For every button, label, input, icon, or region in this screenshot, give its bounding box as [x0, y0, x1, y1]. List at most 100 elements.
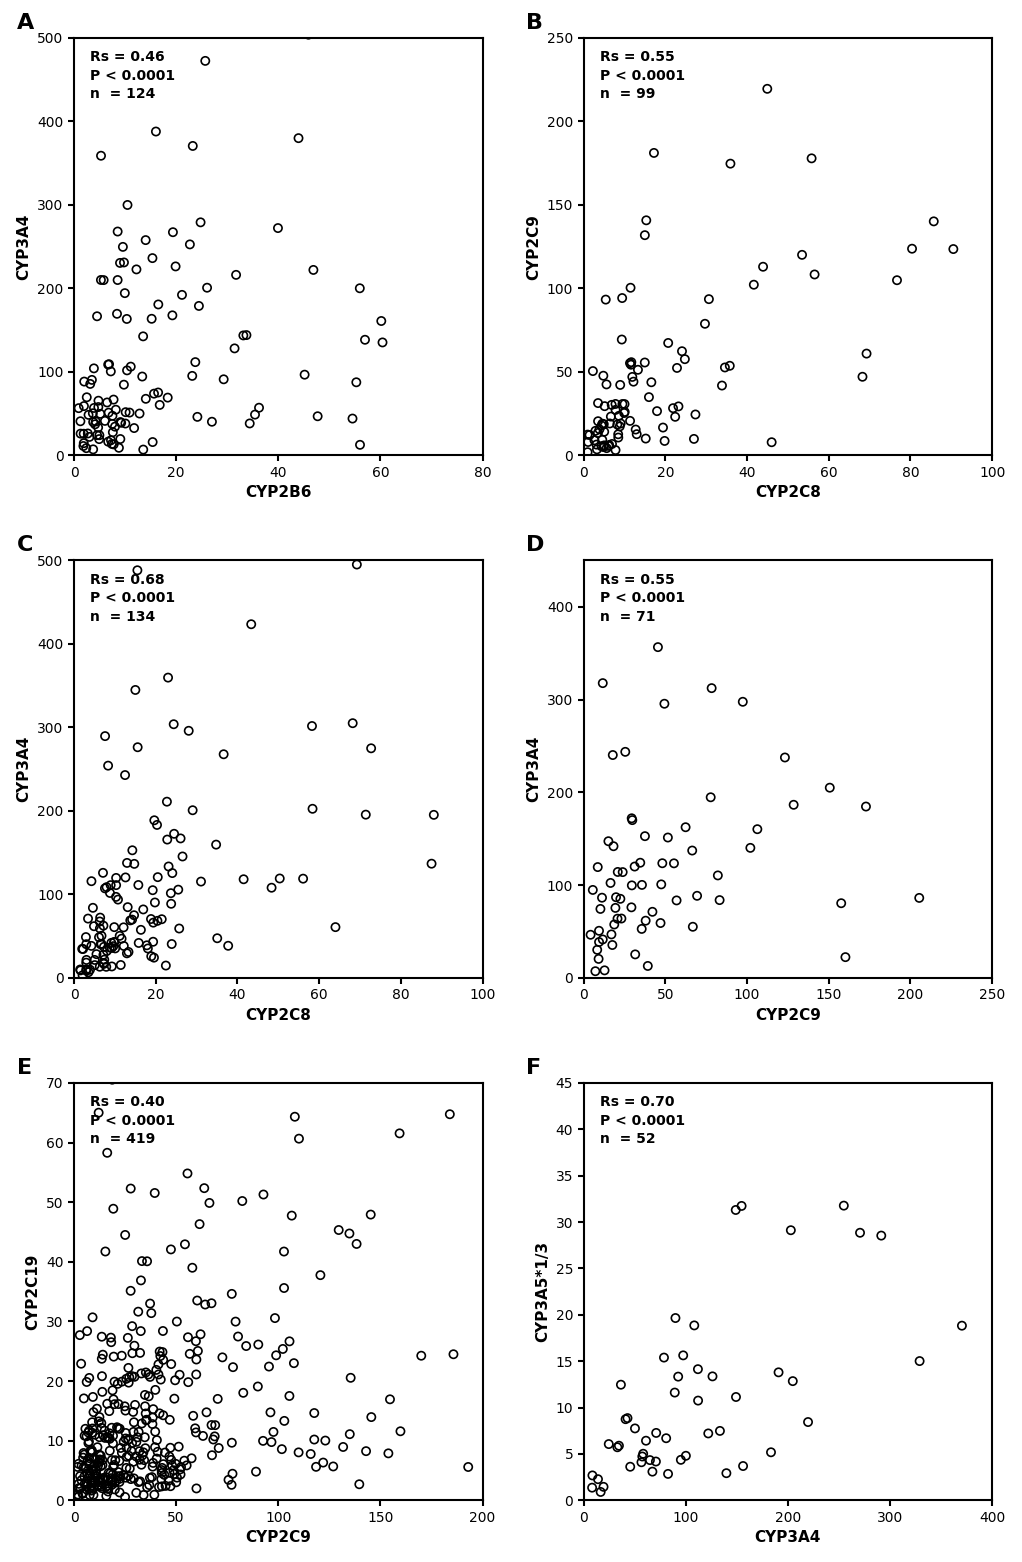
Point	[79, 1318, 95, 1343]
Point	[413, 1343, 429, 1368]
Point	[281, 1329, 297, 1354]
Point	[150, 1351, 167, 1376]
Point	[88, 942, 104, 967]
Point	[105, 1345, 122, 1370]
Point	[704, 1364, 721, 1389]
Point	[622, 408, 639, 433]
Point	[141, 1384, 157, 1409]
Point	[71, 1484, 87, 1509]
Point	[82, 372, 98, 397]
Point	[101, 1439, 118, 1464]
Point	[119, 306, 135, 331]
Point	[71, 395, 87, 420]
Point	[119, 850, 135, 875]
Point	[138, 1401, 154, 1426]
Point	[106, 1453, 123, 1478]
Y-axis label: CYP3A5*1/3: CYP3A5*1/3	[536, 1242, 550, 1342]
Point	[93, 267, 109, 292]
Point	[102, 359, 119, 384]
Point	[121, 1443, 137, 1468]
Point	[352, 1471, 368, 1496]
Point	[90, 1475, 106, 1500]
Point	[91, 423, 107, 448]
Point	[600, 433, 616, 458]
Point	[92, 1467, 108, 1492]
Point	[342, 1365, 359, 1390]
Point	[128, 1481, 144, 1506]
Point	[104, 1467, 121, 1492]
Point	[105, 934, 122, 959]
Point	[621, 350, 638, 375]
Point	[126, 851, 142, 876]
Point	[99, 1476, 115, 1501]
Text: E: E	[16, 1057, 32, 1078]
Point	[147, 1420, 164, 1445]
Point	[88, 1464, 104, 1489]
Text: Rs = 0.55
P < 0.0001
n  = 71: Rs = 0.55 P < 0.0001 n = 71	[600, 573, 685, 623]
Point	[140, 936, 156, 961]
Point	[120, 895, 136, 920]
Point	[167, 1385, 183, 1410]
Point	[75, 962, 91, 987]
Point	[735, 689, 751, 714]
Point	[102, 881, 119, 906]
Point	[673, 339, 690, 364]
Point	[88, 409, 104, 434]
Point	[118, 1025, 134, 1050]
Point	[148, 1446, 165, 1471]
Point	[616, 400, 633, 425]
Text: Rs = 0.40
P < 0.0001
n  = 419: Rs = 0.40 P < 0.0001 n = 419	[90, 1095, 176, 1147]
Point	[220, 933, 236, 958]
Point	[180, 1370, 196, 1395]
Point	[95, 951, 111, 976]
Point	[131, 1470, 147, 1495]
Point	[85, 401, 101, 426]
Point	[127, 1364, 143, 1389]
Point	[610, 422, 626, 447]
Point	[689, 884, 705, 909]
X-axis label: CYP2C9: CYP2C9	[245, 1531, 312, 1545]
Point	[357, 328, 373, 353]
Point	[105, 433, 122, 458]
Point	[81, 1429, 97, 1454]
Point	[92, 401, 108, 426]
Point	[624, 364, 641, 389]
Text: F: F	[526, 1057, 542, 1078]
Point	[168, 1451, 184, 1476]
Point	[89, 303, 105, 328]
Point	[162, 892, 179, 917]
Point	[590, 409, 606, 434]
Point	[122, 400, 138, 425]
Point	[374, 330, 390, 355]
Text: D: D	[526, 536, 545, 556]
Point	[135, 1440, 151, 1465]
Point	[300, 22, 317, 47]
Point	[344, 406, 361, 431]
Point	[112, 1435, 129, 1460]
Point	[152, 1343, 169, 1368]
Point	[228, 1309, 244, 1334]
Point	[144, 1465, 160, 1490]
Y-axis label: CYP3A4: CYP3A4	[16, 736, 32, 803]
Point	[637, 223, 653, 248]
Point	[115, 934, 132, 959]
Point	[822, 775, 838, 800]
Point	[203, 409, 220, 434]
Point	[125, 1400, 141, 1425]
Point	[85, 1476, 101, 1501]
Point	[137, 1382, 153, 1407]
Point	[224, 1431, 240, 1456]
Point	[124, 1314, 140, 1339]
Y-axis label: CYP2C19: CYP2C19	[26, 1253, 41, 1329]
Point	[594, 412, 610, 437]
Point	[295, 867, 312, 892]
Point	[90, 389, 106, 414]
Point	[858, 341, 875, 366]
Point	[612, 372, 629, 397]
Point	[595, 670, 611, 695]
Point	[700, 1421, 716, 1446]
Point	[111, 1479, 128, 1504]
Point	[203, 1290, 220, 1315]
Point	[625, 369, 642, 394]
Point	[806, 262, 823, 287]
